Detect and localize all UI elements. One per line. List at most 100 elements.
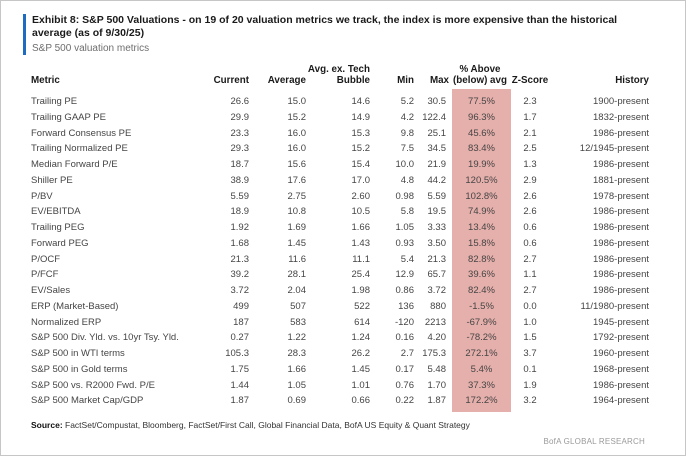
column-header-average: Average (267, 75, 306, 86)
column-header-history: History (615, 75, 649, 86)
cell-max: 3.50 (427, 237, 447, 249)
cell-max: 2213 (424, 316, 446, 328)
cell-min: 7.5 (400, 143, 414, 155)
cell-pct-above-below-avg: 13.4% (446, 220, 511, 236)
cell-metric: Trailing PE (31, 96, 78, 107)
cell-avg-ex-tech-bubble: 1.98 (351, 285, 371, 296)
cell-min: 12.9 (395, 269, 415, 281)
table-row: S&P 500 Market Cap/GDP 1.87 0.69 0.66 0.… (31, 393, 649, 412)
source-label: Source: (31, 420, 63, 430)
column-header-avg-ex-tech-bubble: Avg. ex. Tech Bubble (306, 64, 370, 89)
cell-max: 34.5 (427, 143, 447, 155)
cell-current: 1.44 (230, 379, 250, 391)
table-row: Trailing PE 26.6 15.0 14.6 5.2 30.5 77.5… (31, 89, 649, 110)
cell-zscore: 1.0 (523, 316, 537, 328)
cell-metric: S&P 500 in WTI terms (31, 348, 125, 359)
cell-min: 0.98 (395, 190, 415, 202)
cell-metric: Normalized ERP (31, 316, 102, 328)
cell-avg-ex-tech-bubble: 522 (354, 300, 370, 312)
cell-pct-above-below-avg: 37.3% (446, 377, 511, 394)
cell-min: 0.22 (395, 395, 415, 407)
research-branding: BofA GLOBAL RESEARCH (543, 437, 645, 446)
cell-pct-above-below-avg: 74.9% (446, 204, 511, 220)
cell-avg-ex-tech-bubble: 11.1 (352, 253, 370, 265)
cell-avg-ex-tech-bubble: 26.2 (351, 348, 371, 359)
cell-min: 4.8 (400, 174, 414, 186)
cell-max: 3.33 (427, 222, 447, 233)
cell-max: 19.5 (427, 206, 447, 218)
table-row: Median Forward P/E 18.7 15.6 15.4 10.0 2… (31, 157, 649, 173)
cell-average: 1.22 (287, 332, 307, 344)
cell-avg-ex-tech-bubble: 10.5 (351, 206, 371, 218)
cell-zscore: 3.7 (523, 348, 537, 359)
cell-min: 0.76 (395, 379, 415, 391)
cell-metric: P/FCF (31, 269, 59, 281)
cell-avg-ex-tech-bubble: 1.45 (351, 363, 371, 375)
cell-history: 1968-present (593, 363, 649, 375)
cell-metric: Forward Consensus PE (31, 127, 132, 139)
cell-zscore: 2.9 (523, 174, 537, 186)
cell-min: 0.93 (395, 237, 415, 249)
cell-min: 9.8 (400, 127, 414, 139)
cell-min: 136 (398, 300, 414, 312)
cell-pct-above-below-avg: 96.3% (446, 109, 511, 126)
table-row: S&P 500 in Gold terms 1.75 1.66 1.45 0.1… (31, 361, 649, 378)
cell-zscore: 2.7 (523, 285, 537, 296)
cell-current: 23.3 (230, 127, 250, 139)
cell-metric: P/OCF (31, 253, 61, 265)
cell-avg-ex-tech-bubble: 14.9 (351, 111, 371, 123)
cell-current: 1.75 (230, 363, 250, 375)
exhibit-title: Exhibit 8: S&P 500 Valuations - on 19 of… (32, 14, 618, 39)
cell-min: 0.16 (395, 332, 415, 344)
cell-history: 1986-present (593, 237, 649, 249)
table-row: ERP (Market-Based) 499 507 522 136 880 -… (31, 298, 650, 315)
cell-history: 1792-present (593, 332, 649, 344)
cell-zscore: 2.1 (523, 127, 537, 139)
cell-average: 1.69 (287, 222, 307, 233)
cell-zscore: 0.1 (523, 363, 537, 375)
cell-history: 1986-present (593, 379, 649, 391)
cell-metric: Forward PEG (31, 237, 89, 249)
cell-current: 1.92 (230, 222, 250, 233)
cell-average: 15.6 (287, 159, 307, 170)
cell-zscore: 0.6 (523, 237, 537, 249)
cell-history: 11/1980-present (580, 300, 650, 312)
cell-zscore: 1.5 (523, 332, 537, 344)
cell-history: 1986-present (593, 127, 649, 139)
column-header-pct-line2: (below) avg (453, 75, 507, 86)
cell-history: 1986-present (593, 253, 649, 265)
cell-current: 18.9 (230, 206, 250, 218)
cell-current: 187 (233, 316, 249, 328)
cell-history: 12/1945-present (579, 143, 649, 155)
cell-metric: S&P 500 Div. Yld. vs. 10yr Tsy. Yld. (31, 332, 179, 344)
cell-zscore: 1.7 (523, 111, 537, 123)
cell-average: 15.0 (287, 96, 307, 107)
source-text: FactSet/Compustat, Bloomberg, FactSet/Fi… (62, 420, 470, 430)
cell-min: 5.4 (400, 253, 414, 265)
column-header-pct-line1: % Above (459, 64, 501, 75)
cell-pct-above-below-avg: 83.4% (446, 141, 511, 157)
cell-max: 880 (430, 300, 446, 312)
cell-current: 3.72 (230, 285, 250, 296)
cell-max: 122.4 (422, 111, 446, 123)
cell-max: 44.2 (427, 174, 447, 186)
table-row: P/FCF 39.2 28.1 25.4 12.9 65.7 39.6% 1.1… (31, 267, 649, 283)
cell-metric: Trailing GAAP PE (31, 111, 106, 123)
cell-average: 1.45 (287, 237, 307, 249)
table-row: Forward Consensus PE 23.3 16.0 15.3 9.8 … (31, 125, 649, 142)
cell-metric: P/BV (31, 190, 53, 202)
cell-pct-above-below-avg: -1.5% (446, 298, 511, 315)
cell-avg-ex-tech-bubble: 0.66 (351, 395, 371, 407)
cell-current: 5.59 (230, 190, 250, 202)
cell-average: 2.04 (287, 285, 307, 296)
cell-zscore: 2.3 (523, 96, 537, 107)
table-row: EV/Sales 3.72 2.04 1.98 0.86 3.72 82.4% … (31, 283, 649, 299)
cell-avg-ex-tech-bubble: 15.4 (351, 159, 371, 170)
column-header-max: Max (429, 75, 449, 86)
cell-max: 4.20 (427, 332, 447, 344)
cell-avg-ex-tech-bubble: 2.60 (351, 190, 371, 202)
cell-history: 1945-present (593, 316, 649, 328)
column-header-pct-above-below-avg: % Above (below) avg (449, 64, 511, 89)
cell-average: 10.8 (287, 206, 307, 218)
cell-average: 28.1 (287, 269, 307, 281)
